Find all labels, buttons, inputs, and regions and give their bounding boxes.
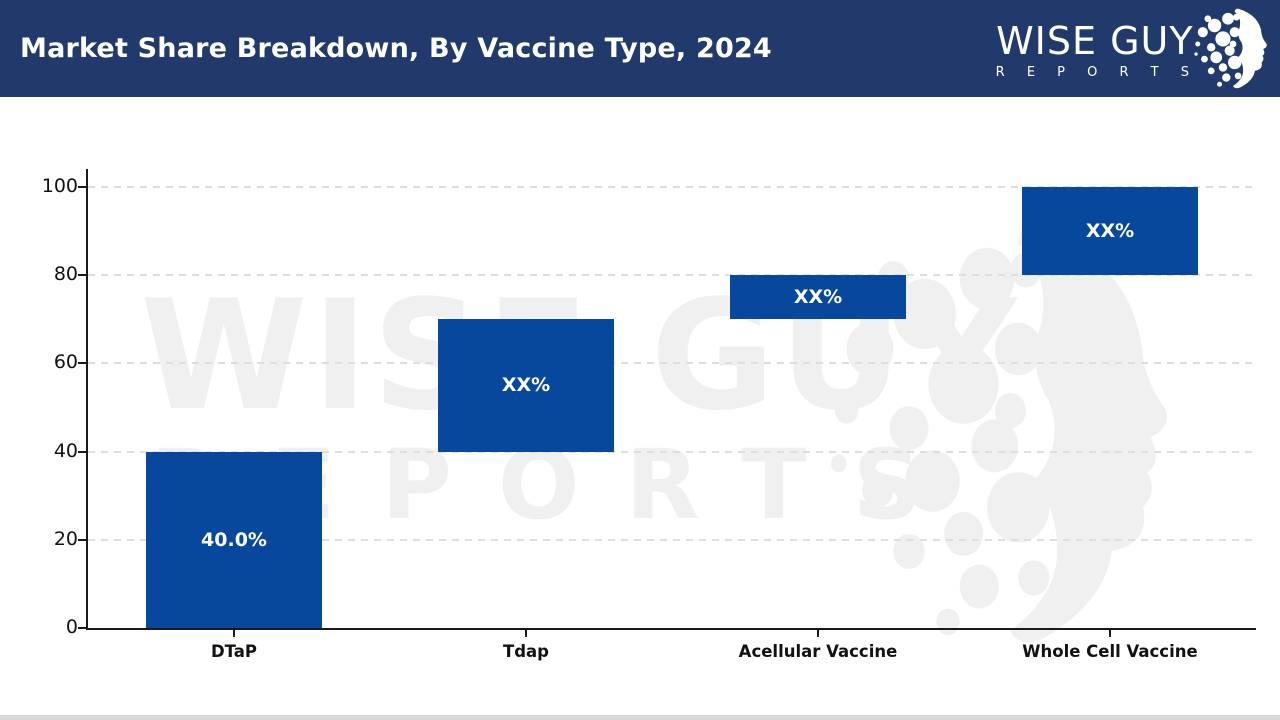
x-axis-category-label: Whole Cell Vaccine xyxy=(1022,642,1198,661)
chart-area: WISE GUY REPORTS 0 20 40 60 80 100 40.0% DTaP XX… xyxy=(0,97,1280,715)
watermark-head-icon xyxy=(831,225,1168,643)
chart-title: Market Share Breakdown, By Vaccine Type,… xyxy=(20,33,772,64)
x-axis-tick-mark xyxy=(817,630,819,637)
x-axis-category-label: DTaP xyxy=(210,642,258,661)
y-axis-tick-mark xyxy=(78,627,86,629)
x-axis-category-label: Acellular Vaccine xyxy=(738,642,898,661)
y-axis-tick-label: 0 xyxy=(65,616,78,638)
logo-head-icon xyxy=(1194,8,1267,89)
bar-value-label: XX% xyxy=(501,374,551,397)
bar-value-label: 40.0% xyxy=(201,528,267,551)
y-axis-tick-label: 60 xyxy=(53,351,78,374)
logo-wordmark: WISE GUY xyxy=(996,18,1194,63)
x-axis-line xyxy=(86,628,1256,630)
y-axis-tick-mark xyxy=(78,186,86,188)
bar-value-label: XX% xyxy=(1085,220,1135,243)
y-gridline xyxy=(88,274,1256,277)
waterfall-bar: XX% xyxy=(1022,187,1198,276)
header-bar: Market Share Breakdown, By Vaccine Type,… xyxy=(0,0,1280,97)
y-axis-tick-label: 20 xyxy=(53,527,78,550)
x-axis-category-label: Tdap xyxy=(502,642,549,661)
footer-strip xyxy=(0,715,1280,720)
y-axis-tick-label: 80 xyxy=(53,263,78,286)
logo-subtext: R E P O R T S xyxy=(995,64,1198,80)
waterfall-bar: 40.0% xyxy=(146,451,322,628)
x-axis-tick-mark xyxy=(233,630,235,637)
logo-text: WISE GUY R E P O R T S xyxy=(992,19,1198,80)
y-gridline xyxy=(88,362,1256,365)
y-axis-tick-mark xyxy=(78,450,86,453)
y-axis-tick-label: 40 xyxy=(53,439,78,462)
waterfall-bar: XX% xyxy=(730,275,906,320)
x-axis-tick-mark xyxy=(1109,630,1111,637)
x-axis-tick-mark xyxy=(525,630,527,637)
y-gridline xyxy=(88,186,1256,188)
y-axis-tick-label: 100 xyxy=(41,175,78,197)
y-gridline xyxy=(88,538,1256,541)
y-axis-tick-mark xyxy=(78,362,86,365)
waterfall-bar: XX% xyxy=(438,319,614,452)
y-axis-tick-mark xyxy=(78,274,86,277)
y-axis-tick-mark xyxy=(78,538,86,541)
brand-logo: WISE GUY R E P O R T S xyxy=(992,4,1272,94)
bar-value-label: XX% xyxy=(793,286,843,309)
y-gridline xyxy=(88,450,1256,453)
y-axis-line xyxy=(86,169,88,630)
